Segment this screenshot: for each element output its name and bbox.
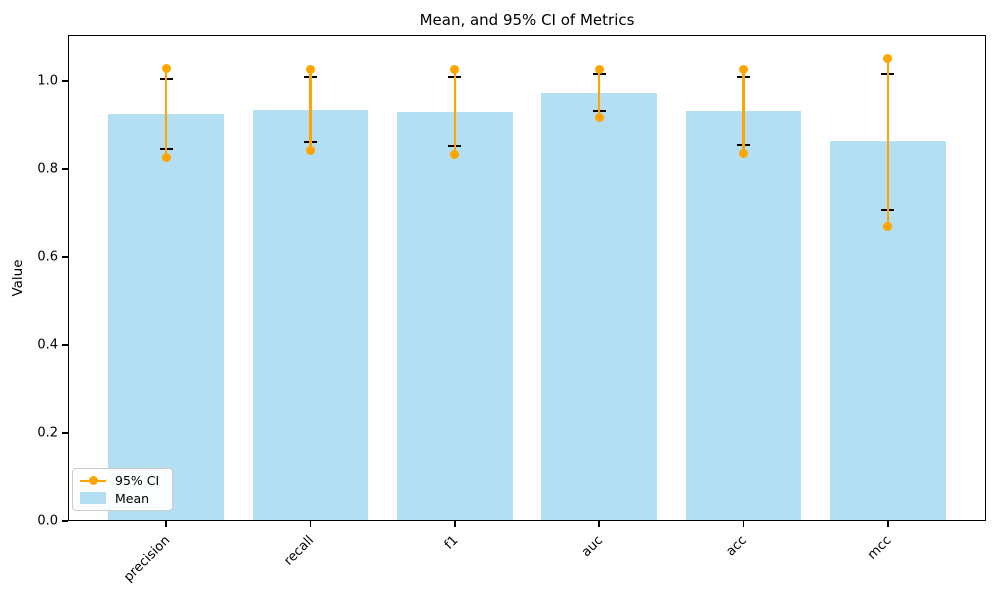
ci-dot-low: [594, 112, 604, 122]
x-tick-mark: [165, 521, 167, 527]
y-tick-label: 0.8: [37, 161, 58, 177]
y-axis-label: Value: [10, 259, 26, 297]
legend-label-ci: 95% CI: [115, 473, 160, 489]
ci-dot-high: [883, 54, 893, 64]
y-tick-mark: [62, 344, 68, 346]
x-tick-mark: [742, 521, 745, 527]
x-tick-label: mcc: [864, 533, 895, 563]
ci-dot-high: [450, 64, 460, 74]
bar-mean: [397, 112, 513, 521]
x-tick-mark: [598, 521, 600, 527]
mean-legend-marker-icon: [80, 492, 106, 505]
ci-dot-high: [305, 64, 315, 74]
ci-line: [453, 69, 457, 155]
y-tick-mark: [62, 80, 68, 82]
legend-label-mean: Mean: [115, 490, 150, 506]
x-tick-mark: [887, 521, 889, 527]
chart-title: Mean, and 95% CI of Metrics: [419, 11, 635, 29]
y-tick-label: 0.4: [37, 337, 58, 353]
y-tick-mark: [62, 168, 68, 170]
ci-dot-high: [161, 64, 171, 74]
ci-line: [886, 58, 890, 227]
x-tick-label: recall: [281, 533, 318, 569]
ci-dot-low: [305, 145, 315, 155]
ci-dot-low: [161, 153, 171, 163]
y-tick-label: 1.0: [37, 73, 58, 89]
bar-mean: [685, 110, 802, 521]
ci-line: [742, 69, 745, 154]
ci-line: [309, 69, 312, 151]
y-tick-label: 0.6: [37, 249, 58, 265]
x-tick-label: auc: [578, 533, 606, 561]
y-tick-mark: [62, 520, 68, 522]
x-tick-label: precision: [120, 533, 173, 586]
y-tick-label: 0.2: [37, 425, 58, 441]
y-tick-mark: [62, 256, 68, 258]
legend-entry-mean: Mean: [80, 491, 165, 506]
ci-line: [164, 68, 168, 158]
legend-entry-ci: 95% CI: [80, 473, 165, 488]
ci-dot-low: [450, 150, 460, 160]
legend: 95% CI Mean: [72, 468, 173, 511]
ci-dot-high: [739, 64, 748, 74]
ci-legend-marker-icon: [80, 476, 106, 486]
ci-dot-high: [594, 64, 604, 74]
ci-line: [597, 69, 601, 118]
bar-mean: [252, 110, 369, 521]
x-tick-mark: [309, 521, 312, 527]
x-tick-mark: [454, 521, 456, 527]
x-tick-label: acc: [723, 533, 751, 560]
bar-mean: [108, 113, 224, 521]
y-tick-mark: [62, 432, 68, 434]
ci-dot-low: [883, 222, 893, 232]
x-tick-label: f1: [441, 533, 462, 553]
ci-dot-low: [739, 148, 748, 158]
bar-mean: [541, 93, 657, 521]
y-tick-label: 0.0: [37, 513, 58, 529]
